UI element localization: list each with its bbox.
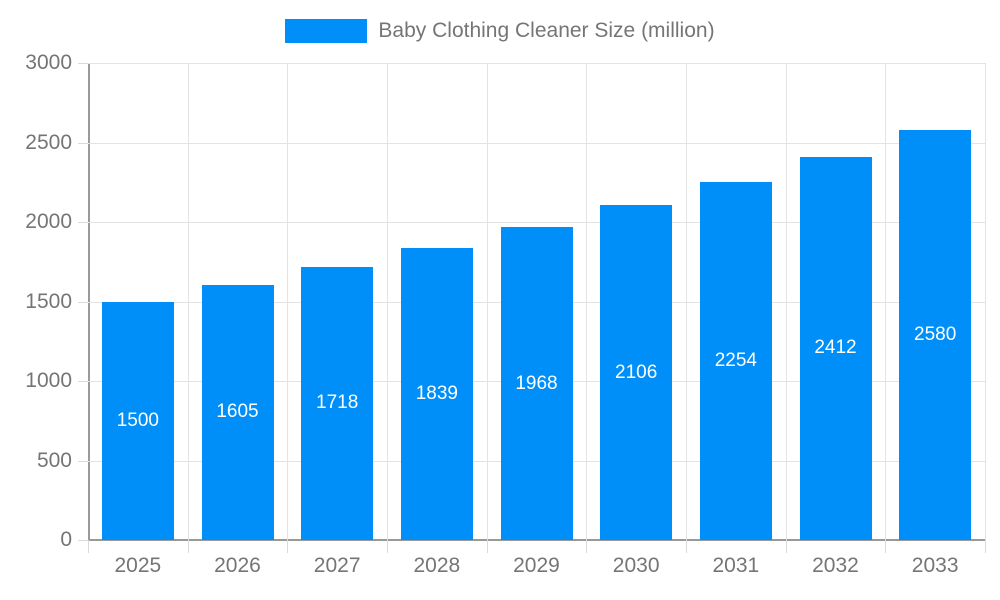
- x-tick-label: 2026: [214, 554, 261, 577]
- bar: [699, 181, 772, 540]
- x-gridline: [287, 63, 289, 540]
- y-axis-tick: [78, 63, 88, 64]
- y-tick-label: 0: [60, 528, 72, 551]
- bar: [201, 284, 274, 540]
- y-tick-label: 500: [36, 448, 72, 472]
- x-axis-line: [88, 539, 985, 541]
- bar: [101, 301, 174, 540]
- bar-value-label: 2412: [814, 337, 857, 359]
- bar: [301, 266, 374, 540]
- bar-value-label: 2106: [615, 361, 658, 383]
- x-axis-tick: [985, 540, 986, 553]
- x-tick-label: 2032: [812, 554, 859, 577]
- y-tick-label: 2500: [25, 130, 72, 154]
- y-gridline: [88, 222, 985, 223]
- x-tick-label: 2033: [911, 554, 959, 577]
- x-gridline: [785, 63, 787, 540]
- x-tick-label: 2028: [413, 554, 461, 577]
- x-gridline: [486, 63, 488, 540]
- x-gridline: [686, 63, 687, 540]
- x-axis-tick: [486, 540, 488, 553]
- y-tick-label: 2000: [25, 210, 72, 233]
- bar-value-label: 1968: [515, 372, 558, 394]
- x-axis-tick: [586, 540, 588, 553]
- x-axis-tick: [885, 540, 887, 553]
- x-gridline: [885, 63, 887, 540]
- legend-label: Baby Clothing Cleaner Size (million): [378, 19, 715, 42]
- plot-area: 0 500 1000 1500 2000 2500 3000 1500 2025 1605 2026…: [25, 51, 986, 577]
- bar-value-label: 1500: [116, 409, 159, 431]
- y-axis-tick: [78, 381, 88, 382]
- bar: [400, 247, 473, 540]
- bar: [799, 156, 872, 540]
- bar: [600, 205, 673, 540]
- x-gridline: [387, 63, 388, 540]
- x-axis-tick: [187, 540, 189, 553]
- x-tick-label: 2025: [114, 554, 162, 577]
- x-axis-tick: [88, 540, 89, 553]
- chart-legend[interactable]: Baby Clothing Cleaner Size (million): [0, 19, 1000, 43]
- x-gridline: [187, 63, 189, 540]
- x-axis-tick: [387, 540, 388, 553]
- x-axis-tick: [785, 540, 787, 553]
- x-tick-label: 2031: [712, 554, 760, 577]
- bar-value-label: 2254: [714, 349, 757, 371]
- y-axis-tick: [78, 301, 88, 303]
- x-tick-label: 2027: [313, 554, 361, 577]
- bar: [899, 129, 972, 540]
- y-axis-tick: [78, 460, 88, 462]
- bar: [500, 227, 573, 540]
- x-tick-label: 2029: [513, 554, 560, 577]
- y-gridline: [88, 63, 985, 64]
- bar-value-label: 1839: [415, 382, 458, 404]
- y-axis-tick: [78, 540, 88, 541]
- x-gridline: [985, 63, 986, 540]
- bar-value-label: 1605: [216, 401, 259, 423]
- y-axis-tick: [78, 142, 88, 144]
- y-tick-label: 3000: [25, 51, 72, 74]
- bar-value-label: 1718: [316, 392, 359, 414]
- x-axis-tick: [287, 540, 289, 553]
- legend-color-swatch: [285, 19, 368, 43]
- bar-value-label: 2580: [914, 323, 957, 345]
- y-tick-label: 1500: [25, 289, 72, 313]
- x-tick-label: 2030: [612, 554, 660, 577]
- y-tick-label: 1000: [25, 369, 72, 392]
- x-gridline: [586, 63, 588, 540]
- y-gridline: [88, 142, 985, 144]
- y-axis-tick: [78, 222, 88, 223]
- x-axis-tick: [686, 540, 687, 553]
